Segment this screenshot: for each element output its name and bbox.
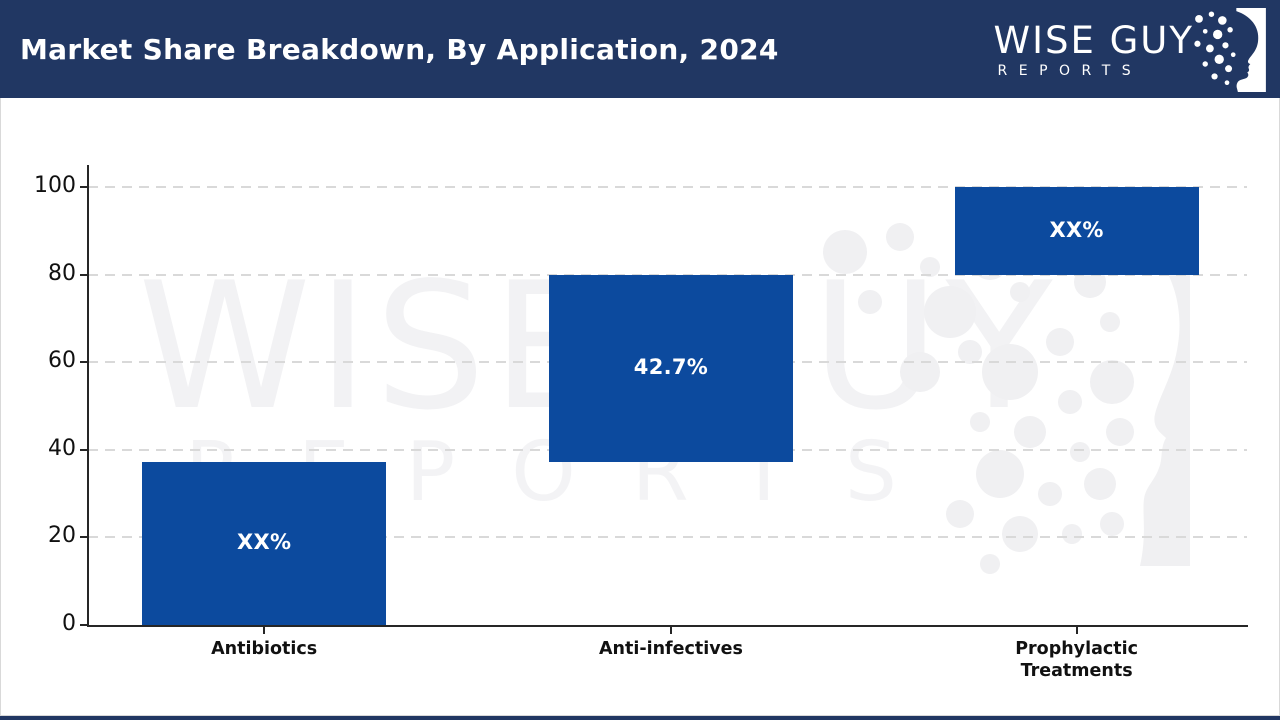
- bar-value-label: XX%: [236, 530, 292, 555]
- logo-reports-label: REPORTS: [997, 62, 1143, 79]
- footer-divider-line: [0, 715, 1280, 716]
- bar-segment: 42.7%: [548, 274, 793, 462]
- category-label: Anti-infectives: [598, 639, 743, 659]
- y-tick-mark: [80, 624, 88, 626]
- bar-segment: XX%: [142, 461, 387, 625]
- y-gridline: [88, 186, 1247, 188]
- y-tick-label: 80: [48, 260, 76, 286]
- x-tick-mark: [1075, 627, 1078, 634]
- y-tick-mark: [80, 448, 88, 451]
- y-tick-mark: [80, 536, 88, 539]
- x-tick-mark: [669, 627, 672, 634]
- y-tick-mark: [80, 361, 88, 364]
- y-gridline: [88, 536, 1247, 539]
- x-axis-line: [87, 625, 1248, 627]
- y-tick-label: 100: [34, 173, 76, 198]
- left-border: [0, 98, 1, 720]
- bar-value-label: 42.7%: [633, 355, 709, 380]
- logo-dotted-face-icon: [1194, 8, 1266, 92]
- y-tick-label: 60: [48, 348, 76, 374]
- header-band: Market Share Breakdown, By Application, …: [0, 0, 1280, 98]
- y-tick-label: 40: [48, 435, 76, 461]
- x-tick-mark: [263, 627, 266, 634]
- bar-segment: XX%: [954, 187, 1199, 275]
- category-label: Antibiotics: [211, 639, 318, 659]
- logo-text: WISE GUY REPORTS: [993, 19, 1194, 79]
- y-tick-label: 0: [62, 611, 76, 636]
- y-tick-mark: [80, 186, 88, 188]
- y-axis-line: [87, 165, 89, 627]
- bar-value-label: XX%: [1049, 217, 1104, 242]
- y-tick-label: 20: [48, 523, 76, 549]
- chart-title: Market Share Breakdown, By Application, …: [20, 32, 779, 66]
- wise-guy-reports-logo: WISE GUY REPORTS: [994, 8, 1266, 92]
- category-label: Prophylactic Treatments: [1015, 639, 1139, 681]
- y-tick-mark: [80, 273, 88, 276]
- footer-band: [0, 716, 1280, 720]
- logo-wordmark: WISE GUY: [993, 19, 1194, 63]
